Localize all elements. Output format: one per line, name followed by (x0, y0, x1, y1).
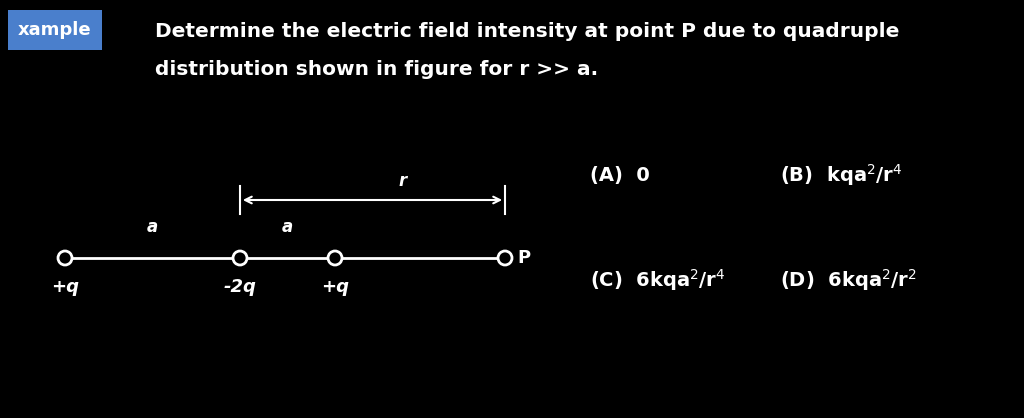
Text: Determine the electric field intensity at point P due to quadruple: Determine the electric field intensity a… (155, 22, 899, 41)
Text: +q: +q (51, 278, 79, 296)
Circle shape (233, 251, 247, 265)
Text: -2q: -2q (223, 278, 256, 296)
Text: r: r (398, 172, 407, 190)
Circle shape (58, 251, 72, 265)
Text: xample: xample (18, 21, 92, 39)
FancyBboxPatch shape (8, 10, 102, 50)
Circle shape (328, 251, 342, 265)
Text: distribution shown in figure for r >> a.: distribution shown in figure for r >> a. (155, 60, 598, 79)
Text: a: a (146, 218, 158, 236)
Text: (C)  6kqa$^2$/r$^4$: (C) 6kqa$^2$/r$^4$ (590, 267, 726, 293)
Text: (A)  0: (A) 0 (590, 166, 650, 184)
Text: +q: +q (321, 278, 349, 296)
Text: a: a (282, 218, 293, 236)
Circle shape (498, 251, 512, 265)
Text: P: P (517, 249, 530, 267)
Text: (B)  kqa$^2$/r$^4$: (B) kqa$^2$/r$^4$ (780, 162, 902, 188)
Text: (D)  6kqa$^2$/r$^2$: (D) 6kqa$^2$/r$^2$ (780, 267, 916, 293)
